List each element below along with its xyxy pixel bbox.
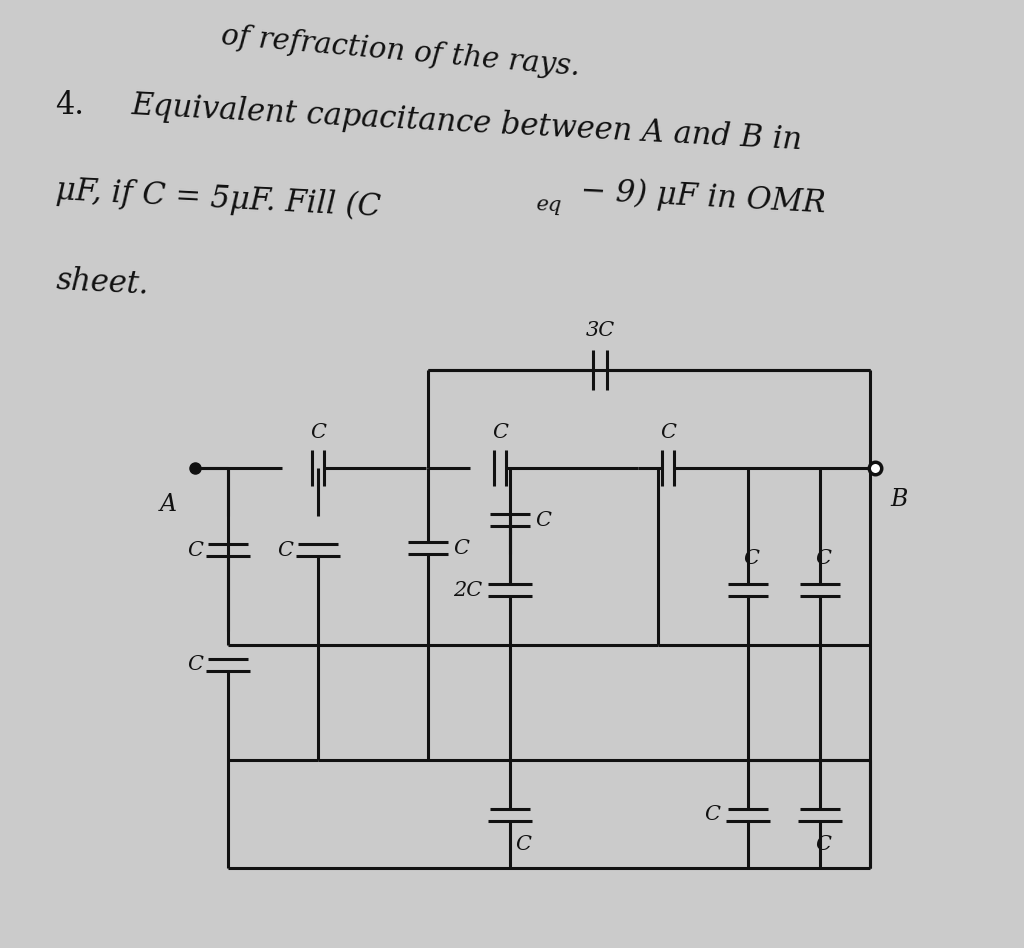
Text: C: C bbox=[815, 549, 831, 568]
Text: C: C bbox=[492, 423, 508, 442]
Text: C: C bbox=[535, 511, 551, 530]
Text: C: C bbox=[187, 655, 203, 674]
Text: C: C bbox=[278, 540, 293, 559]
Text: C: C bbox=[515, 835, 531, 854]
Text: C: C bbox=[310, 423, 326, 442]
Text: μF, if C = 5μF. Fill (C: μF, if C = 5μF. Fill (C bbox=[55, 175, 382, 223]
Text: eq: eq bbox=[535, 195, 562, 215]
Text: sheet.: sheet. bbox=[55, 265, 150, 301]
Text: 2C: 2C bbox=[453, 580, 482, 599]
Text: C: C bbox=[660, 423, 676, 442]
Text: Equivalent capacitance between A and B in: Equivalent capacitance between A and B i… bbox=[130, 90, 803, 156]
Text: C: C bbox=[815, 835, 831, 854]
Text: B: B bbox=[890, 488, 907, 511]
Text: 3C: 3C bbox=[586, 321, 614, 340]
Text: C: C bbox=[705, 806, 720, 825]
Text: of refraction of the rays.: of refraction of the rays. bbox=[220, 22, 582, 82]
Text: 4.: 4. bbox=[55, 90, 84, 121]
Text: C: C bbox=[187, 540, 203, 559]
Text: C: C bbox=[453, 538, 469, 557]
Text: A: A bbox=[160, 493, 177, 516]
Text: C: C bbox=[743, 549, 759, 568]
Text: − 9) μF in OMR: − 9) μF in OMR bbox=[570, 175, 826, 220]
